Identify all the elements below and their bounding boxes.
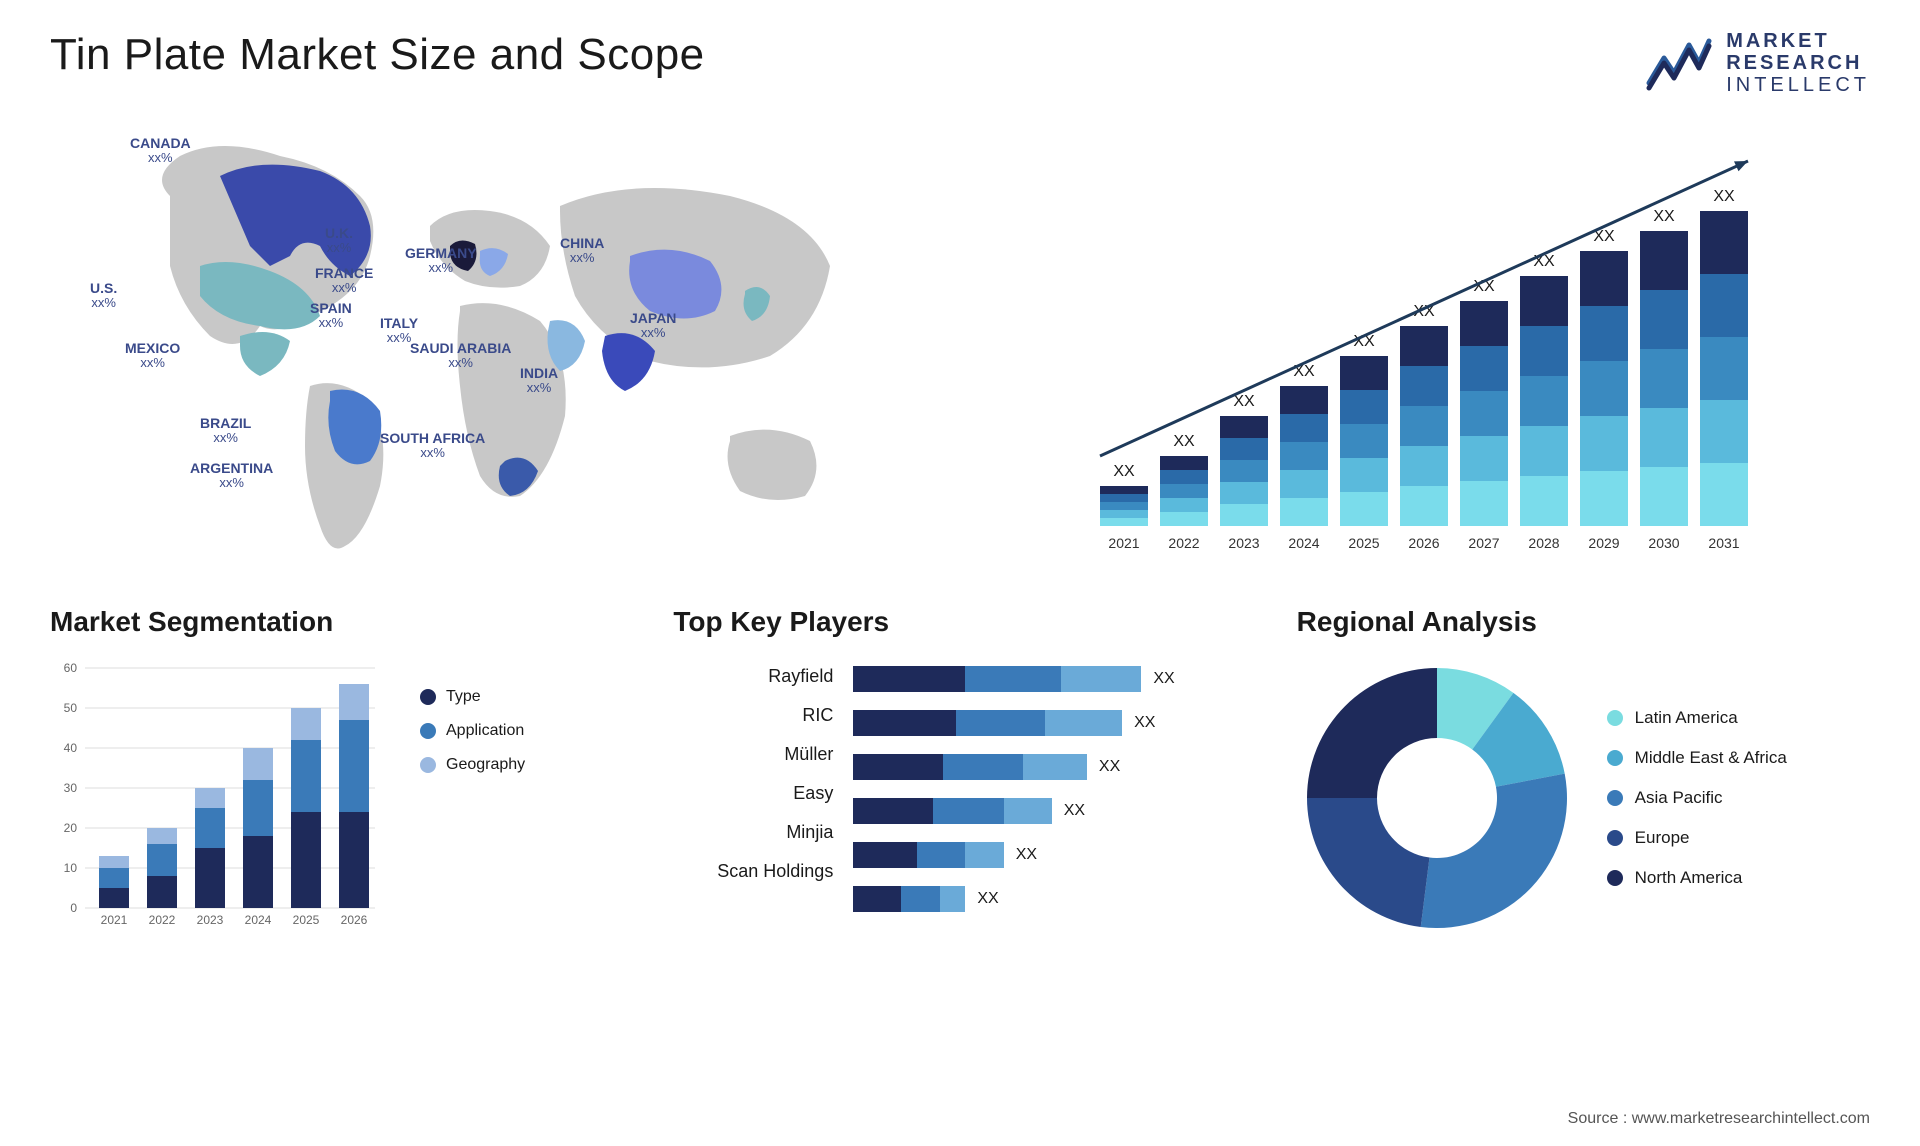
map-label: INDIAxx% <box>520 366 558 396</box>
legend-item: Asia Pacific <box>1607 788 1787 808</box>
legend-item: Type <box>420 688 525 706</box>
player-bar-row: XX <box>853 710 1246 736</box>
world-map-panel: CANADAxx% U.S.xx% MEXICOxx% BRAZILxx% ARGENT… <box>50 126 930 566</box>
lower-row: Market Segmentation 0 10 20 30 40 50 60 2021 202… <box>50 606 1870 938</box>
player-name: Müller <box>673 744 833 765</box>
map-label: CANADAxx% <box>130 136 191 166</box>
svg-text:20: 20 <box>64 821 78 835</box>
regional-section: Regional Analysis Latin America Middle Ea… <box>1297 606 1870 938</box>
logo-icon <box>1644 33 1714 93</box>
player-bar-row: XX <box>853 754 1246 780</box>
svg-text:2026: 2026 <box>1408 535 1439 551</box>
legend-item: North America <box>1607 868 1787 888</box>
svg-text:0: 0 <box>70 901 77 915</box>
svg-text:2024: 2024 <box>245 913 272 927</box>
header: Tin Plate Market Size and Scope MARKET R… <box>50 30 1870 96</box>
svg-text:10: 10 <box>64 861 78 875</box>
svg-text:2023: 2023 <box>197 913 224 927</box>
svg-text:2022: 2022 <box>149 913 176 927</box>
player-value: XX <box>1064 802 1085 820</box>
legend-item: Middle East & Africa <box>1607 748 1787 768</box>
players-horizontal-bar-chart: XX XX XX XX XX XX <box>853 666 1246 912</box>
map-label: JAPANxx% <box>630 311 676 341</box>
map-label: FRANCExx% <box>315 266 373 296</box>
map-label: SOUTH AFRICAxx% <box>380 431 485 461</box>
map-label: BRAZILxx% <box>200 416 251 446</box>
map-label: SAUDI ARABIAxx% <box>410 341 511 371</box>
map-label: U.K.xx% <box>325 226 353 256</box>
svg-text:XX: XX <box>1653 208 1675 225</box>
brand-logo: MARKET RESEARCH INTELLECT <box>1644 30 1870 96</box>
source-text: Source : www.marketresearchintellect.com <box>1568 1110 1870 1128</box>
growth-stacked-bar-chart: XX2021XX2022XX2023XX2024XX2025XX2026XX20… <box>990 126 1870 566</box>
svg-text:XX: XX <box>1173 433 1195 450</box>
legend-item: Geography <box>420 756 525 774</box>
svg-text:2029: 2029 <box>1588 535 1619 551</box>
legend-item: Europe <box>1607 828 1787 848</box>
regional-legend: Latin America Middle East & Africa Asia Pa… <box>1607 708 1787 888</box>
svg-text:2021: 2021 <box>1108 535 1139 551</box>
svg-text:50: 50 <box>64 701 78 715</box>
player-bar-row: XX <box>853 842 1246 868</box>
svg-text:XX: XX <box>1113 463 1135 480</box>
logo-text: MARKET RESEARCH INTELLECT <box>1726 30 1870 96</box>
svg-text:60: 60 <box>64 661 78 675</box>
players-title: Top Key Players <box>673 606 1246 638</box>
player-value: XX <box>1134 714 1155 732</box>
segmentation-legend: Type Application Geography <box>420 688 525 774</box>
svg-text:2028: 2028 <box>1528 535 1559 551</box>
svg-text:2030: 2030 <box>1648 535 1679 551</box>
player-bar-row: XX <box>853 798 1246 824</box>
svg-text:XX: XX <box>1713 188 1735 205</box>
segmentation-stacked-bar-chart: 0 10 20 30 40 50 60 2021 2022 2023 2024 2025 2026 <box>50 658 390 938</box>
player-bar-row: XX <box>853 886 1246 912</box>
player-name: Scan Holdings <box>673 861 833 882</box>
svg-text:30: 30 <box>64 781 78 795</box>
segmentation-title: Market Segmentation <box>50 606 623 638</box>
players-labels: Rayfield RIC Müller Easy Minjia Scan Holdings <box>673 666 833 912</box>
map-label: MEXICOxx% <box>125 341 180 371</box>
svg-text:2022: 2022 <box>1168 535 1199 551</box>
svg-text:2031: 2031 <box>1708 535 1739 551</box>
regional-title: Regional Analysis <box>1297 606 1870 638</box>
map-label: U.S.xx% <box>90 281 117 311</box>
svg-text:XX: XX <box>1533 253 1555 270</box>
page-title: Tin Plate Market Size and Scope <box>50 30 705 80</box>
svg-text:2021: 2021 <box>101 913 128 927</box>
svg-text:XX: XX <box>1233 393 1255 410</box>
map-label: ARGENTINAxx% <box>190 461 273 491</box>
player-name: Minjia <box>673 822 833 843</box>
svg-text:2023: 2023 <box>1228 535 1259 551</box>
legend-item: Latin America <box>1607 708 1787 728</box>
svg-text:2025: 2025 <box>293 913 320 927</box>
svg-text:2027: 2027 <box>1468 535 1499 551</box>
regional-donut-chart <box>1297 658 1577 938</box>
player-value: XX <box>977 890 998 908</box>
svg-text:2024: 2024 <box>1288 535 1319 551</box>
map-label: SPAINxx% <box>310 301 352 331</box>
upper-row: CANADAxx% U.S.xx% MEXICOxx% BRAZILxx% ARGENT… <box>50 126 1870 566</box>
map-label: GERMANYxx% <box>405 246 477 276</box>
player-name: Easy <box>673 783 833 804</box>
player-name: Rayfield <box>673 666 833 687</box>
svg-text:40: 40 <box>64 741 78 755</box>
segmentation-section: Market Segmentation 0 10 20 30 40 50 60 2021 202… <box>50 606 623 938</box>
players-section: Top Key Players Rayfield RIC Müller Easy Min… <box>673 606 1246 938</box>
legend-item: Application <box>420 722 525 740</box>
player-bar-row: XX <box>853 666 1246 692</box>
player-value: XX <box>1153 670 1174 688</box>
svg-text:2026: 2026 <box>341 913 368 927</box>
map-label: CHINAxx% <box>560 236 604 266</box>
svg-text:2025: 2025 <box>1348 535 1379 551</box>
player-value: XX <box>1016 846 1037 864</box>
player-value: XX <box>1099 758 1120 776</box>
growth-chart-panel: XX2021XX2022XX2023XX2024XX2025XX2026XX20… <box>990 126 1870 566</box>
player-name: RIC <box>673 705 833 726</box>
